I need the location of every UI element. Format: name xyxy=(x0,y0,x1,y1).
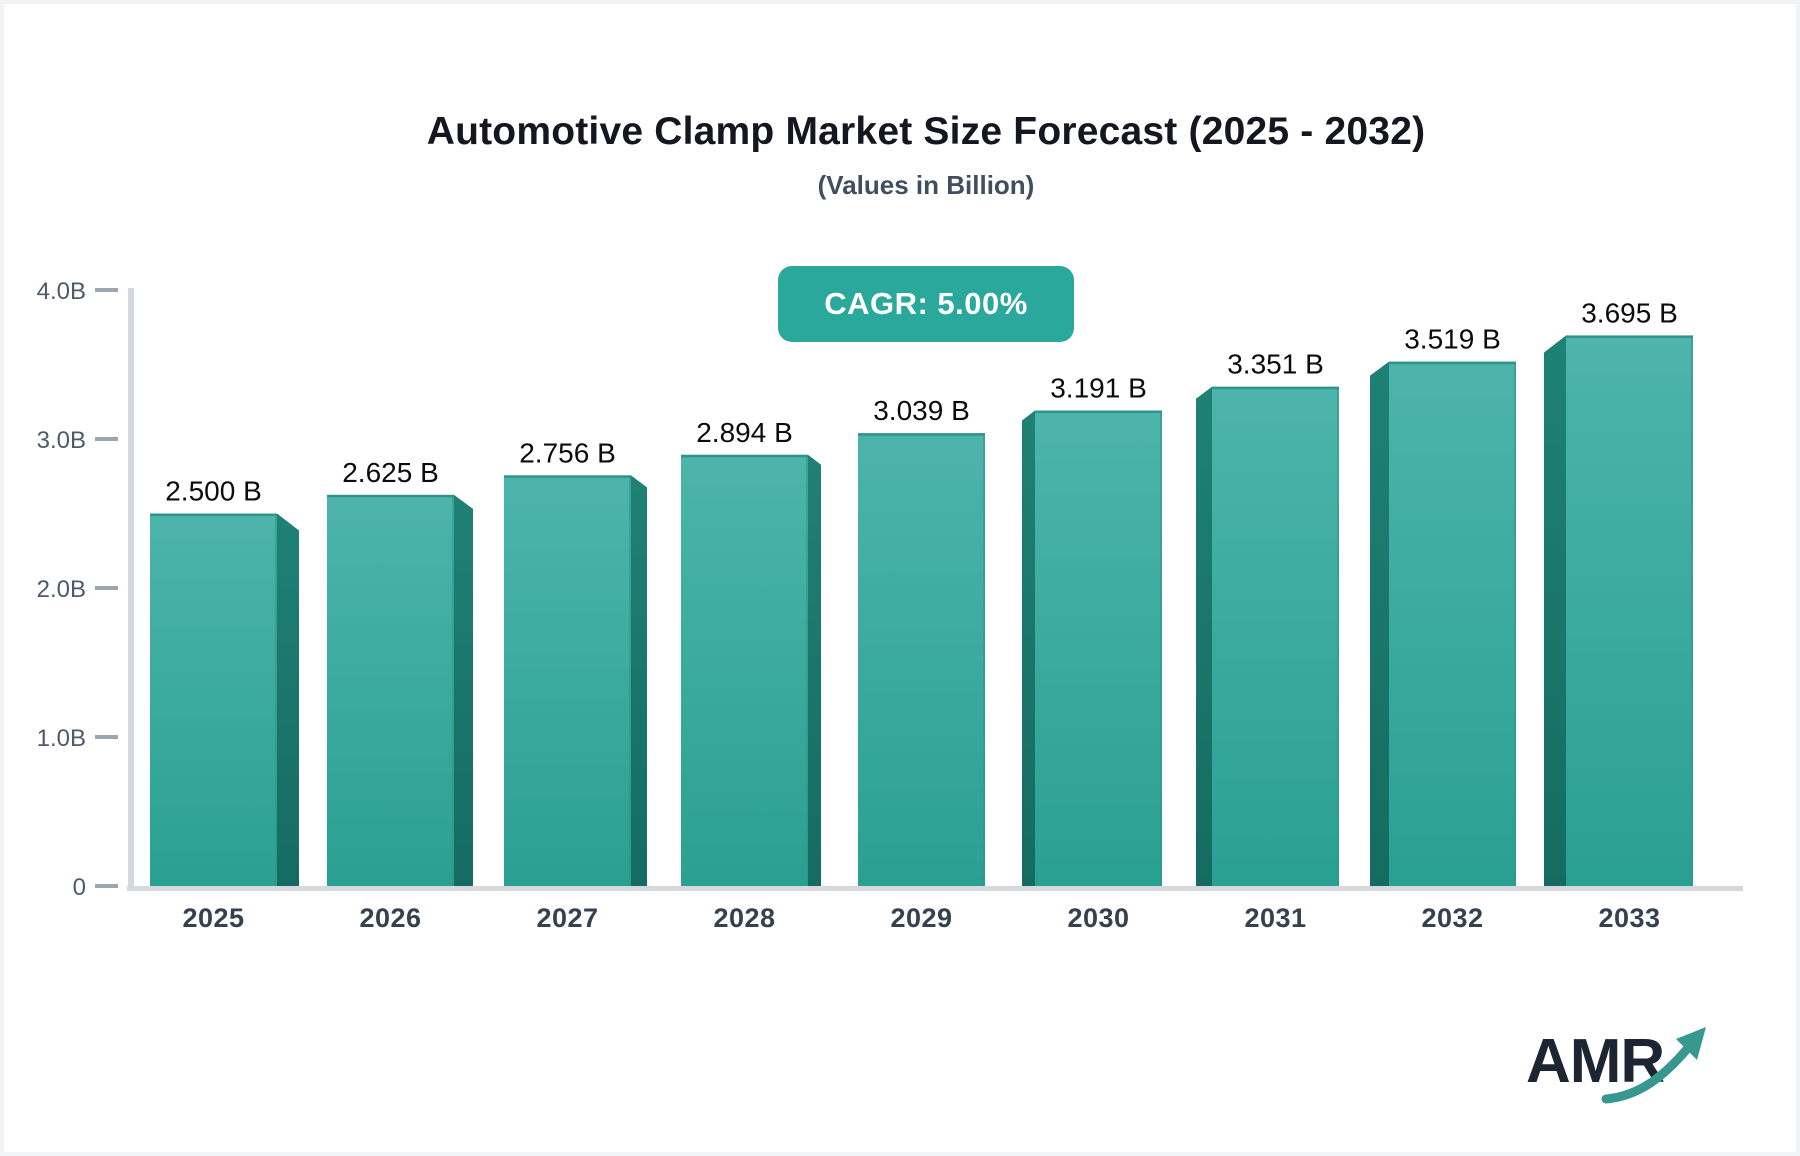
bar-top-edge xyxy=(1566,335,1693,338)
bar-2031 xyxy=(1196,386,1339,886)
logo-arrowhead-icon xyxy=(1676,1027,1706,1060)
bar-top-edge xyxy=(1212,386,1339,390)
bar-face xyxy=(150,513,277,886)
y-axis-label: 3.0B xyxy=(37,427,86,454)
bar-2025 xyxy=(150,513,299,886)
bar-side-face xyxy=(277,513,299,886)
bar-value-label: 3.351 B xyxy=(1227,349,1324,380)
x-axis-label: 2033 xyxy=(1598,903,1660,933)
bar-top-edge xyxy=(681,454,808,458)
bar-right-edge xyxy=(452,494,454,886)
bar-right-edge xyxy=(1160,410,1162,886)
bar-top-edge xyxy=(1389,361,1516,365)
bar-side-face xyxy=(631,475,647,886)
x-axis-label: 2027 xyxy=(536,903,598,933)
bar-right-edge xyxy=(806,454,808,886)
bar-face xyxy=(1389,361,1516,886)
bar-2029 xyxy=(858,433,985,886)
bar-2026 xyxy=(327,494,473,886)
y-axis-tick xyxy=(95,586,118,590)
x-axis-label: 2026 xyxy=(359,903,421,933)
y-axis-label: 4.0B xyxy=(37,278,86,305)
bar-top-edge xyxy=(858,433,985,436)
bar-face xyxy=(1212,386,1339,886)
bar-side-face xyxy=(1196,386,1212,886)
x-axis-label: 2032 xyxy=(1421,903,1483,933)
bar-top-edge xyxy=(1035,410,1162,414)
y-axis-tick xyxy=(95,288,118,292)
cagr-badge: CAGR: 5.00% xyxy=(778,266,1074,342)
y-axis-tick xyxy=(95,884,118,888)
x-axis-label: 2028 xyxy=(713,903,775,933)
bar-side-face xyxy=(454,494,473,886)
bar-right-edge xyxy=(1337,386,1339,886)
x-axis-label: 2030 xyxy=(1067,903,1129,933)
bar-top-edge xyxy=(504,475,631,478)
bar-side-face xyxy=(1370,361,1389,886)
bar-face xyxy=(681,454,808,886)
amr-logo: AMR xyxy=(1526,1027,1706,1104)
bar-value-label: 2.894 B xyxy=(696,417,793,448)
bar-face xyxy=(327,494,454,886)
bar-side-face xyxy=(1544,335,1566,886)
x-axis-label: 2029 xyxy=(890,903,952,933)
bar-right-edge xyxy=(983,433,985,886)
y-axis-tick xyxy=(95,437,118,441)
chart-title: Automotive Clamp Market Size Forecast (2… xyxy=(426,110,1426,153)
x-axis-line xyxy=(127,886,1743,891)
bar-side-face xyxy=(1022,410,1035,886)
bar-face xyxy=(858,433,985,886)
y-axis-label: 0 xyxy=(73,874,86,901)
chart-subtitle: (Values in Billion) xyxy=(817,170,1035,200)
bar-top-edge xyxy=(327,494,454,498)
bar-2028 xyxy=(681,454,821,886)
y-axis-label: 2.0B xyxy=(37,576,86,603)
bar-value-label: 3.519 B xyxy=(1404,324,1501,355)
x-axis-label: 2025 xyxy=(182,903,244,933)
bar-value-label: 2.500 B xyxy=(165,476,262,507)
bar-2033 xyxy=(1544,335,1693,886)
bar-face xyxy=(1566,335,1693,886)
bar-right-edge xyxy=(1691,335,1693,886)
bar-face xyxy=(504,475,631,886)
chart-heading: Automotive Clamp Market Size Forecast (2… xyxy=(52,108,1800,342)
y-axis-tick xyxy=(95,735,118,739)
logo-arrow-swoosh xyxy=(1601,1044,1692,1104)
bar-2030 xyxy=(1022,410,1162,886)
bar-value-label: 3.695 B xyxy=(1581,297,1678,328)
bar-top-edge xyxy=(150,513,277,516)
bar-value-label: 2.625 B xyxy=(342,457,439,488)
bar-value-label: 3.039 B xyxy=(873,395,970,426)
bar-value-label: 2.756 B xyxy=(519,437,616,468)
bar-value-label: 3.191 B xyxy=(1050,373,1147,404)
bar-face xyxy=(1035,410,1162,886)
bar-2027 xyxy=(504,475,647,886)
bar-right-edge xyxy=(629,475,631,886)
y-axis-label: 1.0B xyxy=(37,725,86,752)
bar-side-face xyxy=(808,454,821,886)
x-axis-label: 2031 xyxy=(1244,903,1306,933)
y-axis-line xyxy=(128,288,134,888)
bar-right-edge xyxy=(1514,361,1516,886)
bar-2032 xyxy=(1370,361,1516,886)
bar-right-edge xyxy=(275,513,277,886)
